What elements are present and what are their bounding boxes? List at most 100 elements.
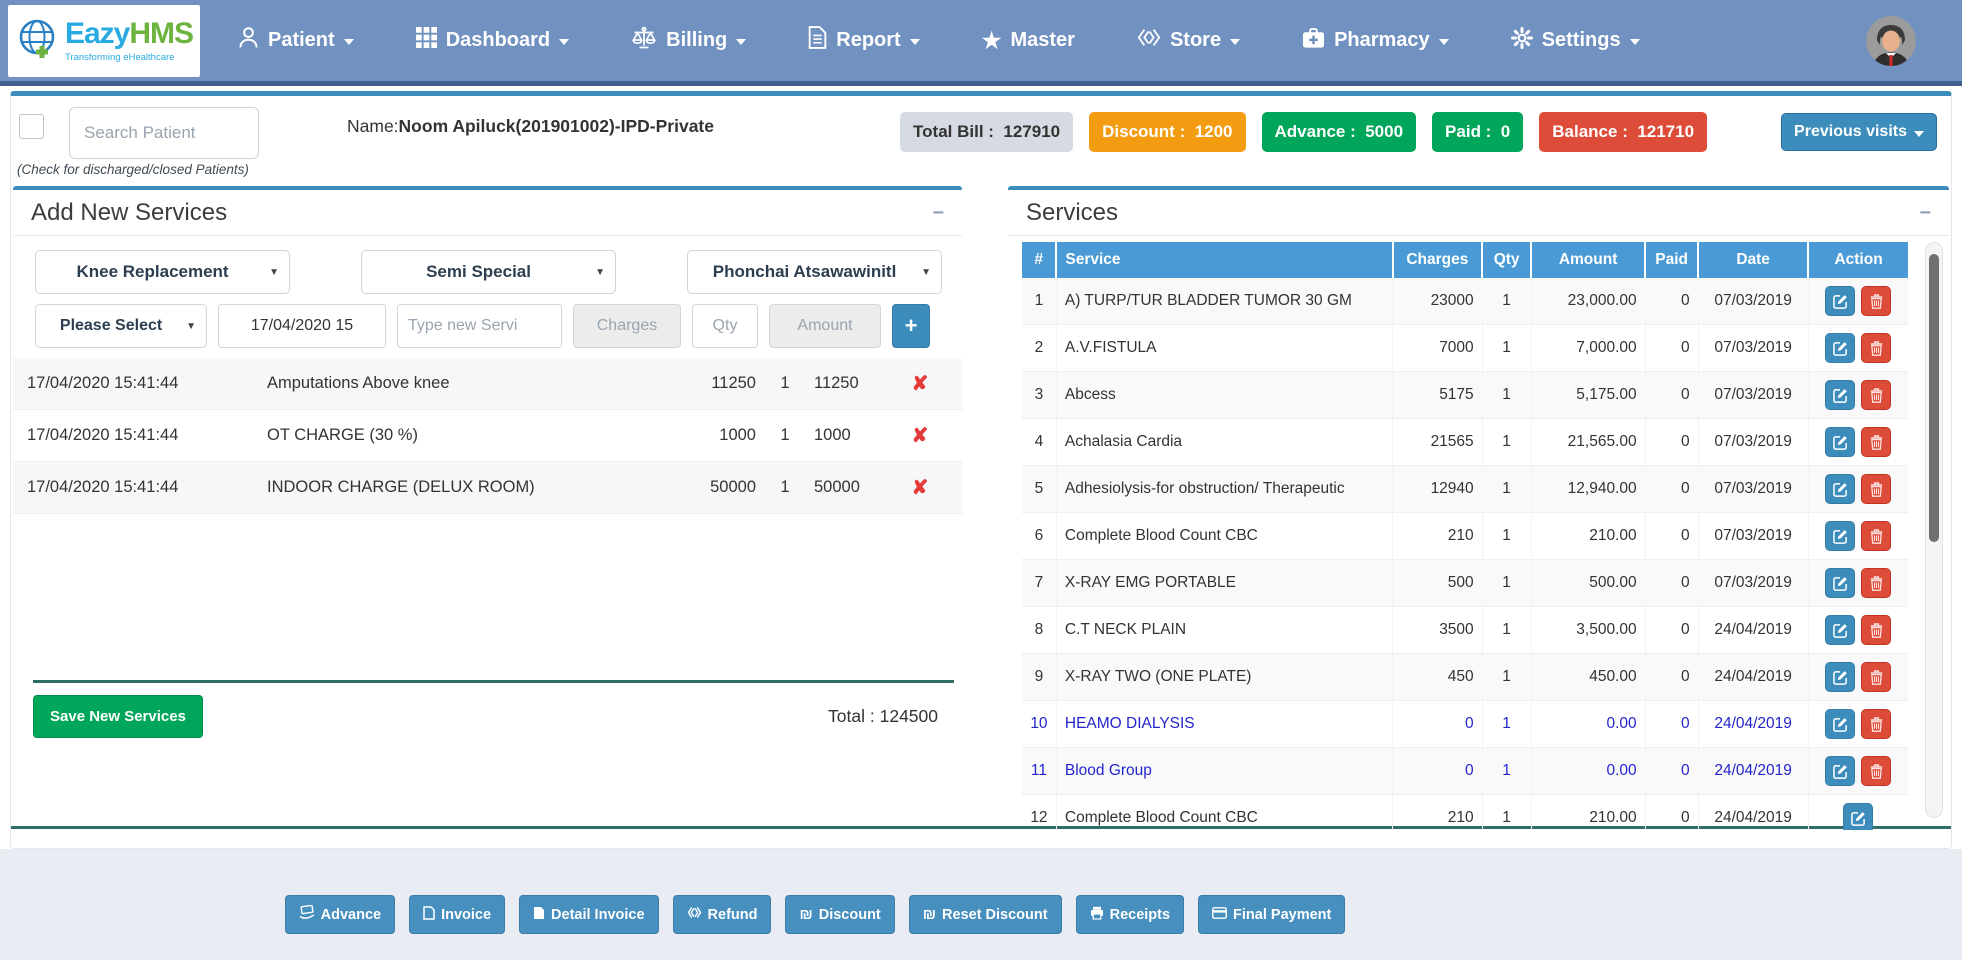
cell-date: 07/03/2019 <box>1698 418 1809 466</box>
cell-date: 24/04/2019 <box>1698 700 1809 748</box>
chevron-down-icon: ▼ <box>186 320 196 332</box>
cell-date: 24/04/2019 <box>1698 747 1809 795</box>
delete-button[interactable] <box>1861 286 1892 316</box>
billing-summary: Total Bill : 127910 Discount : 1200 Adva… <box>900 112 1937 152</box>
collapse-icon[interactable]: − <box>932 201 944 224</box>
nav-item-store[interactable]: Store <box>1137 27 1241 54</box>
edit-button[interactable] <box>1825 568 1856 598</box>
delete-button[interactable] <box>1861 662 1892 692</box>
hand-card-icon <box>299 904 315 924</box>
nav-item-billing[interactable]: Billing <box>631 26 747 56</box>
nav-item-settings[interactable]: Settings <box>1510 26 1640 55</box>
col-header-action: Action <box>1808 242 1908 278</box>
pending-amount: 1000 <box>814 426 851 444</box>
reset-discount-button[interactable]: ₪ Reset Discount <box>908 895 1062 934</box>
advance-button[interactable]: Advance <box>284 895 396 934</box>
delete-button[interactable] <box>1861 615 1892 645</box>
cell-amount: 3,500.00 <box>1531 606 1646 654</box>
grid-icon <box>415 27 437 54</box>
delete-button[interactable] <box>1861 756 1892 786</box>
scrollbar-thumb[interactable] <box>1927 252 1941 544</box>
remove-icon[interactable]: ✘ <box>911 425 929 447</box>
detail-invoice-button[interactable]: Detail Invoice <box>519 895 659 934</box>
cell-qty: 1 <box>1482 606 1532 654</box>
edit-button[interactable] <box>1825 709 1856 739</box>
discharged-patients-checkbox[interactable] <box>19 114 44 139</box>
nav-item-master[interactable]: ★ Master <box>982 29 1075 52</box>
save-new-services-button[interactable]: Save New Services <box>33 695 203 738</box>
doctor-select[interactable]: Phonchai Atsawawinitl ▼ <box>687 250 942 294</box>
cell-charges: 500 <box>1392 559 1483 607</box>
app-logo[interactable]: EazyHMS Transforming eHealthcare <box>8 4 200 77</box>
discount-button[interactable]: ₪ Discount <box>785 895 895 934</box>
collapse-icon[interactable]: − <box>1919 201 1931 224</box>
cell-amount: 5,175.00 <box>1531 371 1646 419</box>
col-header-paid: Paid <box>1645 242 1700 278</box>
edit-button[interactable] <box>1825 662 1856 692</box>
double-angle-icon <box>687 906 702 923</box>
charges-input[interactable] <box>573 304 681 348</box>
table-row: 9 X-RAY TWO (ONE PLATE) 450 1 450.00 0 2… <box>1022 653 1908 701</box>
trash-icon <box>1870 716 1883 732</box>
delete-button[interactable] <box>1861 568 1892 598</box>
service-date-input[interactable] <box>218 304 386 348</box>
nav-item-patient[interactable]: Patient <box>238 26 354 55</box>
previous-visits-button[interactable]: Previous visits <box>1781 113 1937 151</box>
search-input[interactable] <box>69 107 259 159</box>
pending-amount: 11250 <box>814 374 859 392</box>
chevron-down-icon: ▼ <box>269 266 279 278</box>
edit-button[interactable] <box>1825 427 1856 457</box>
user-avatar[interactable] <box>1866 15 1916 66</box>
patient-name-value: Noom Apiluck(201901002)-IPD-Private <box>398 116 714 136</box>
table-row: 6 Complete Blood Count CBC 210 1 210.00 … <box>1022 512 1908 560</box>
cell-amount: 500.00 <box>1531 559 1646 607</box>
cell-qty: 1 <box>1482 700 1532 748</box>
remove-icon[interactable]: ✘ <box>911 373 929 395</box>
edit-button[interactable] <box>1825 756 1856 786</box>
final-payment-button[interactable]: Final Payment <box>1198 895 1346 934</box>
invoice-button[interactable]: Invoice <box>409 895 506 934</box>
delete-button[interactable] <box>1861 380 1892 410</box>
pending-service-row: 17/04/2020 15:41:44 OT CHARGE (30 %) 100… <box>13 410 962 462</box>
refund-button[interactable]: Refund <box>672 895 772 934</box>
nav-item-report[interactable]: Report <box>808 26 920 55</box>
table-row: 12 Complete Blood Count CBC 210 1 210.00… <box>1022 794 1908 830</box>
edit-button[interactable] <box>1825 521 1856 551</box>
qty-input[interactable] <box>692 304 758 348</box>
cell-amount: 210.00 <box>1531 512 1646 560</box>
pending-datetime: 17/04/2020 15:41:44 <box>27 426 179 444</box>
remove-icon[interactable]: ✘ <box>911 477 929 499</box>
delete-button[interactable] <box>1861 521 1892 551</box>
new-service-input[interactable] <box>397 304 562 348</box>
cell-service: Blood Group <box>1056 747 1394 795</box>
col-header-service: Service <box>1056 242 1394 278</box>
edit-button[interactable] <box>1825 380 1856 410</box>
delete-button[interactable] <box>1861 474 1892 504</box>
package-select[interactable]: Knee Replacement ▼ <box>35 250 290 294</box>
edit-button[interactable] <box>1825 474 1856 504</box>
edit-button[interactable] <box>1843 803 1874 830</box>
logo-tagline: Transforming eHealthcare <box>64 51 175 63</box>
cell-qty: 1 <box>1482 465 1532 513</box>
pending-charges: 1000 <box>719 426 756 444</box>
nav-item-dashboard[interactable]: Dashboard <box>415 27 570 54</box>
edit-icon <box>1833 529 1847 544</box>
edit-button[interactable] <box>1825 286 1856 316</box>
service-select[interactable]: Please Select ▼ <box>35 304 207 348</box>
nav-label: Settings <box>1541 29 1621 51</box>
trash-icon <box>1870 622 1883 638</box>
scrollbar-track[interactable] <box>1925 242 1943 818</box>
file-icon <box>423 905 435 924</box>
amount-input[interactable] <box>769 304 881 348</box>
room-select[interactable]: Semi Special ▼ <box>361 250 616 294</box>
delete-button[interactable] <box>1861 709 1892 739</box>
nav-item-pharmacy[interactable]: Pharmacy <box>1302 27 1449 55</box>
delete-button[interactable] <box>1861 333 1892 363</box>
add-service-button[interactable]: + <box>892 304 930 348</box>
delete-button[interactable] <box>1861 427 1892 457</box>
cell-charges: 7000 <box>1392 324 1483 372</box>
receipts-button[interactable]: Receipts <box>1075 895 1185 934</box>
edit-button[interactable] <box>1825 333 1856 363</box>
cell-amount: 21,565.00 <box>1531 418 1646 466</box>
edit-button[interactable] <box>1825 615 1856 645</box>
